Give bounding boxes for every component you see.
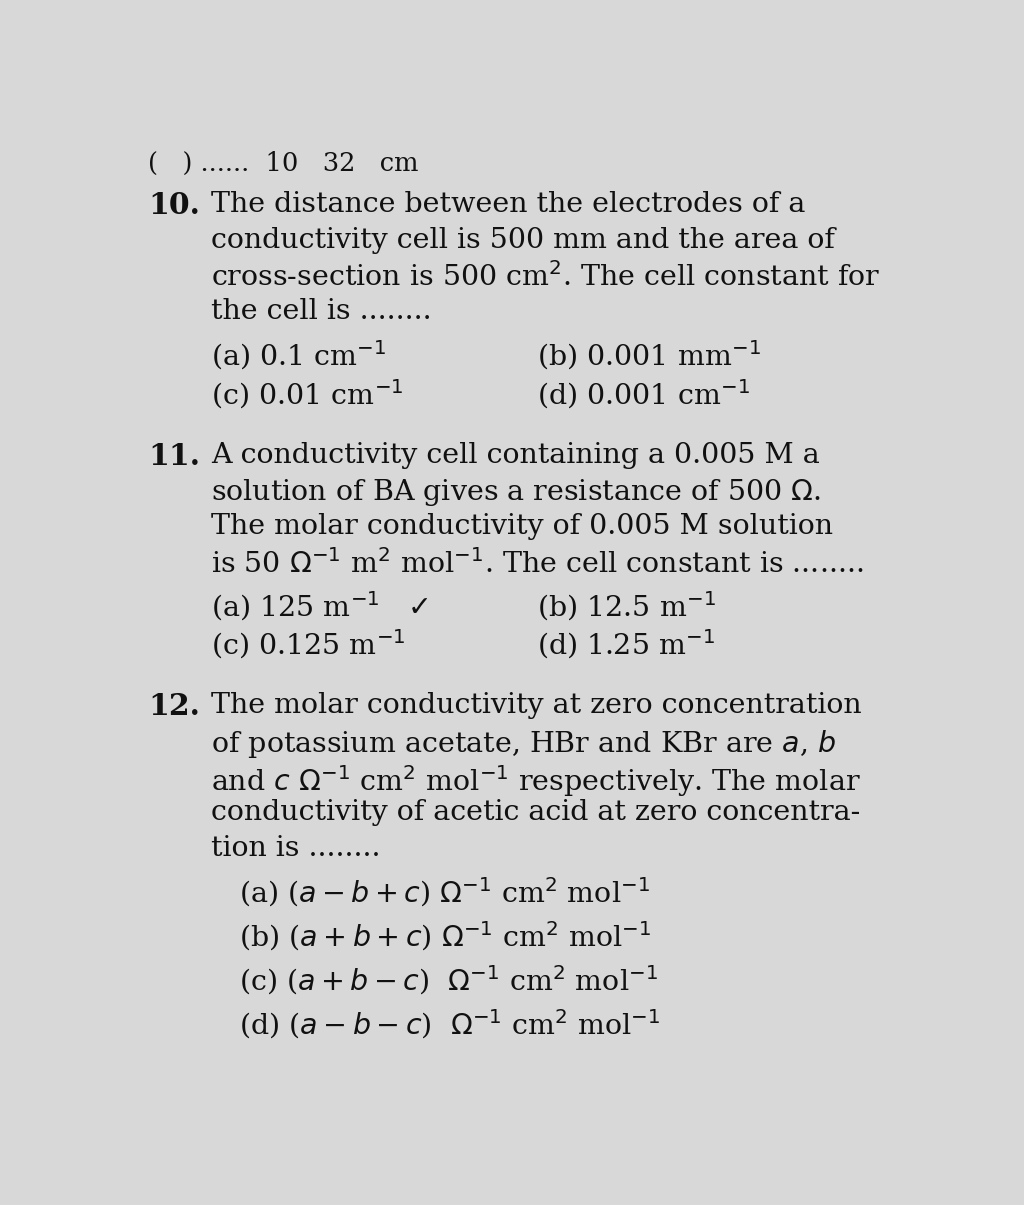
Text: (d) ($a - b - c$)  $\Omega^{-1}$ cm$^2$ mol$^{-1}$: (d) ($a - b - c$) $\Omega^{-1}$ cm$^2$ m… xyxy=(240,1007,660,1041)
Text: (a) 125 m$^{-1}$   $\checkmark$: (a) 125 m$^{-1}$ $\checkmark$ xyxy=(211,589,429,623)
Text: A conductivity cell containing a 0.005 M a: A conductivity cell containing a 0.005 M… xyxy=(211,441,820,469)
Text: 11.: 11. xyxy=(147,441,200,470)
Text: (a) ($a - b + c$) $\Omega^{-1}$ cm$^2$ mol$^{-1}$: (a) ($a - b + c$) $\Omega^{-1}$ cm$^2$ m… xyxy=(240,875,650,909)
Text: (a) 0.1 cm$^{-1}$: (a) 0.1 cm$^{-1}$ xyxy=(211,339,387,372)
Text: The molar conductivity of 0.005 M solution: The molar conductivity of 0.005 M soluti… xyxy=(211,513,834,540)
Text: cross-section is 500 cm$^2$. The cell constant for: cross-section is 500 cm$^2$. The cell co… xyxy=(211,263,881,293)
Text: (   ) ......  10   32   cm: ( ) ...... 10 32 cm xyxy=(147,151,419,176)
Text: (d) 0.001 cm$^{-1}$: (d) 0.001 cm$^{-1}$ xyxy=(537,377,750,411)
Text: (b) 0.001 mm$^{-1}$: (b) 0.001 mm$^{-1}$ xyxy=(537,339,761,372)
Text: (c) 0.01 cm$^{-1}$: (c) 0.01 cm$^{-1}$ xyxy=(211,377,403,411)
Text: and $c$ $\Omega^{-1}$ cm$^2$ mol$^{-1}$ respectively. The molar: and $c$ $\Omega^{-1}$ cm$^2$ mol$^{-1}$ … xyxy=(211,764,861,799)
Text: The molar conductivity at zero concentration: The molar conductivity at zero concentra… xyxy=(211,692,862,719)
Text: (b) ($a + b + c$) $\Omega^{-1}$ cm$^2$ mol$^{-1}$: (b) ($a + b + c$) $\Omega^{-1}$ cm$^2$ m… xyxy=(240,919,651,953)
Text: (c) 0.125 m$^{-1}$: (c) 0.125 m$^{-1}$ xyxy=(211,628,406,662)
Text: conductivity cell is 500 mm and the area of: conductivity cell is 500 mm and the area… xyxy=(211,227,836,254)
Text: 10.: 10. xyxy=(147,190,200,221)
Text: (d) 1.25 m$^{-1}$: (d) 1.25 m$^{-1}$ xyxy=(537,628,715,662)
Text: (c) ($a + b - c$)  $\Omega^{-1}$ cm$^2$ mol$^{-1}$: (c) ($a + b - c$) $\Omega^{-1}$ cm$^2$ m… xyxy=(240,964,658,997)
Text: solution of BA gives a resistance of 500 $\Omega$.: solution of BA gives a resistance of 500… xyxy=(211,477,821,509)
Text: tion is ........: tion is ........ xyxy=(211,835,381,862)
Text: is 50 $\Omega^{-1}$ m$^2$ mol$^{-1}$. The cell constant is ........: is 50 $\Omega^{-1}$ m$^2$ mol$^{-1}$. Th… xyxy=(211,548,864,578)
Text: 12.: 12. xyxy=(147,692,200,721)
Text: conductivity of acetic acid at zero concentra-: conductivity of acetic acid at zero conc… xyxy=(211,799,860,827)
Text: the cell is ........: the cell is ........ xyxy=(211,298,432,325)
Text: (b) 12.5 m$^{-1}$: (b) 12.5 m$^{-1}$ xyxy=(537,589,716,623)
Text: of potassium acetate, HBr and KBr are $a$, $b$: of potassium acetate, HBr and KBr are $a… xyxy=(211,728,837,760)
Text: The distance between the electrodes of a: The distance between the electrodes of a xyxy=(211,190,806,218)
